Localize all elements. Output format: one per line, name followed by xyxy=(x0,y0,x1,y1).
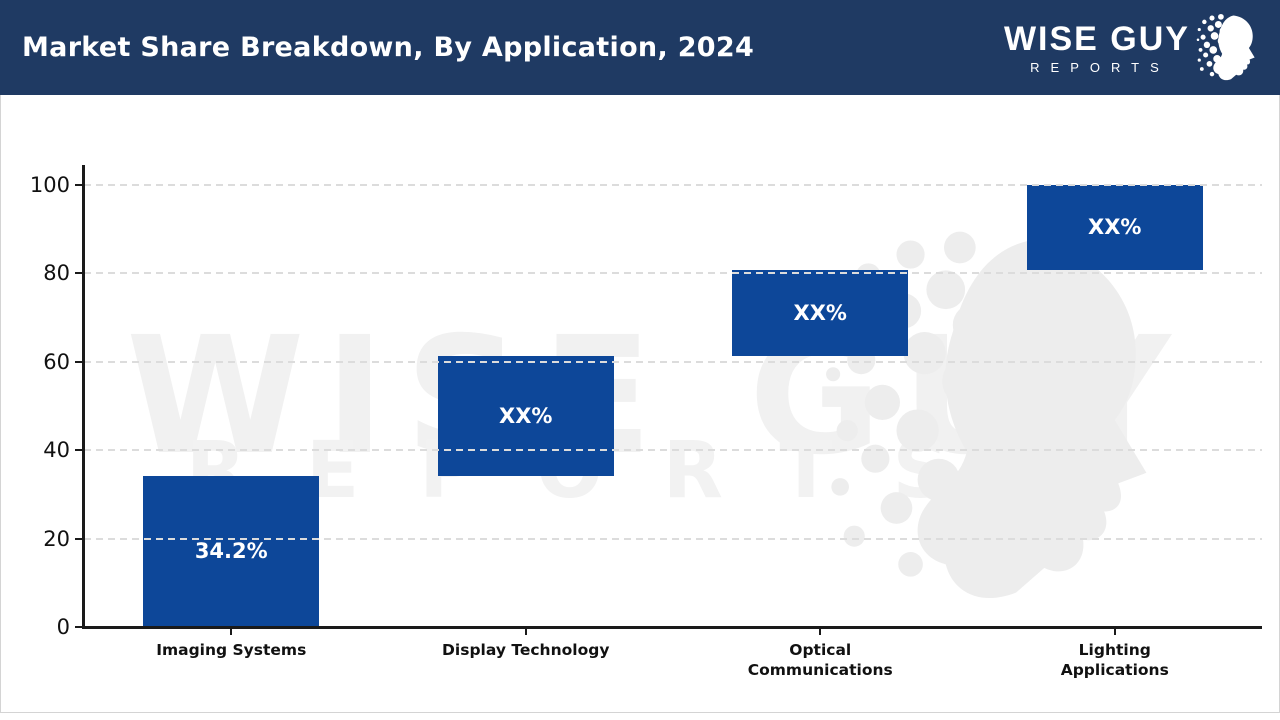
logo-wiseguy-label: WISE GUY xyxy=(1003,19,1190,58)
x-axis-label-3: Lighting Applications xyxy=(1060,641,1169,680)
gridline-80 xyxy=(84,272,1262,275)
x-tickmark-1 xyxy=(524,627,527,635)
y-tickmark-60 xyxy=(75,360,84,363)
x-tickmark-3 xyxy=(1113,627,1116,635)
y-tick-label-20: 20 xyxy=(43,526,70,551)
wise-guy-reports-logo: WISE GUY REPORTS xyxy=(1004,13,1258,83)
bar-2: XX% xyxy=(732,269,909,357)
bar-value-label: XX% xyxy=(499,403,553,428)
x-tickmark-2 xyxy=(819,627,822,635)
bar-value-label: XX% xyxy=(793,300,847,325)
y-tick-label-60: 60 xyxy=(43,349,70,374)
logo-reports-label: REPORTS xyxy=(1030,59,1170,75)
gridline-40 xyxy=(84,449,1262,452)
bar-3: XX% xyxy=(1026,185,1203,270)
y-tickmark-0 xyxy=(75,626,84,628)
y-tickmark-20 xyxy=(75,537,84,540)
logo-text: WISE GUY REPORTS xyxy=(1004,22,1190,74)
x-axis-label-0: Imaging Systems xyxy=(156,641,307,659)
y-tick-label-0: 0 xyxy=(56,615,70,639)
y-tick-label-80: 80 xyxy=(43,261,70,286)
x-axis-line xyxy=(82,626,1262,629)
header-bar: Market Share Breakdown, By Application, … xyxy=(0,0,1280,95)
x-axis-label-1: Display Technology xyxy=(442,641,610,659)
gridline-20 xyxy=(84,537,1262,540)
gridline-100 xyxy=(84,184,1262,186)
logo-face-icon xyxy=(1196,13,1255,80)
gridline-60 xyxy=(84,360,1262,363)
y-tick-label-40: 40 xyxy=(43,438,70,463)
y-tickmark-80 xyxy=(75,272,84,275)
x-axis-label-2: Optical Communications xyxy=(747,641,893,680)
x-tickmark-0 xyxy=(230,627,233,635)
bar-value-label: 34.2% xyxy=(194,539,268,564)
bar-1: XX% xyxy=(437,356,614,476)
y-tickmark-40 xyxy=(75,449,84,452)
y-axis-line xyxy=(82,165,85,629)
y-tickmark-100 xyxy=(75,184,84,186)
bar-0: 34.2% xyxy=(143,475,320,627)
page-title: Market Share Breakdown, By Application, … xyxy=(22,32,755,63)
bar-value-label: XX% xyxy=(1088,215,1142,240)
y-tick-label-100: 100 xyxy=(29,173,70,197)
